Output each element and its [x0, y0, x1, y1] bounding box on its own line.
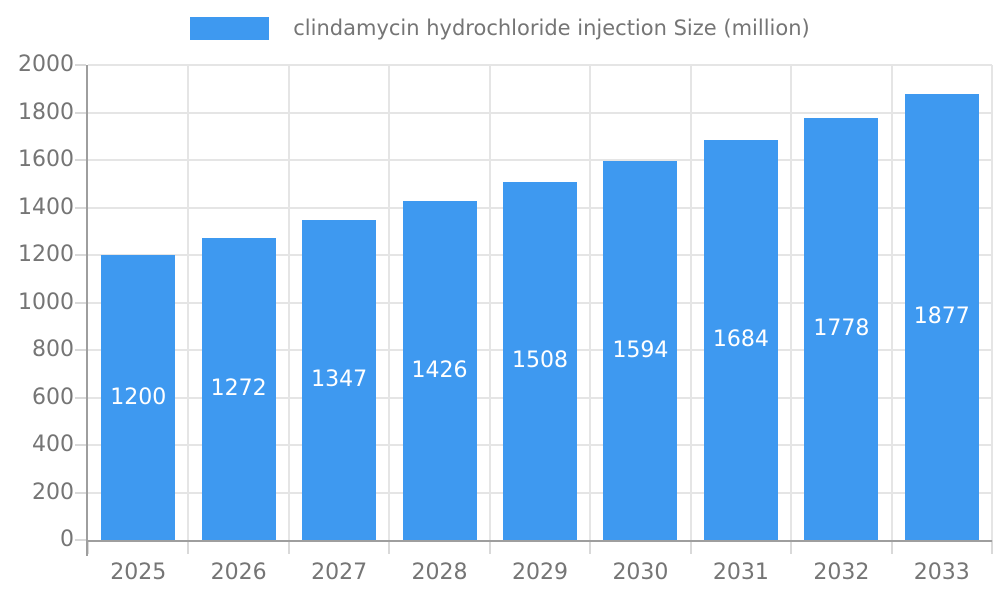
bar-value-label: 1347 — [311, 367, 368, 393]
bar — [402, 201, 477, 540]
y-tick-label: 200 — [32, 479, 74, 505]
x-tick — [991, 540, 993, 554]
x-tick-label: 2029 — [511, 560, 568, 585]
y-tick — [75, 349, 86, 351]
y-tick — [75, 254, 86, 256]
y-tick — [75, 444, 86, 446]
gridline-v — [388, 65, 391, 540]
bar-value-label: 1426 — [411, 357, 468, 383]
y-tick-label: 1600 — [18, 147, 74, 172]
y-tick — [75, 206, 86, 209]
gridline-v — [991, 65, 993, 540]
legend: clindamycin hydrochloride injection Size… — [0, 0, 1000, 56]
y-tick-label: 1000 — [18, 289, 74, 315]
plot-area: 1200 1272 1347 1426 1508 1594 1684 1778 1877 — [88, 64, 993, 540]
bar-value-label: 1200 — [110, 384, 167, 410]
y-tick — [75, 491, 86, 494]
y-tick-label: 400 — [32, 432, 74, 457]
bar — [201, 237, 276, 540]
bar-value-label: 1778 — [813, 315, 870, 341]
x-tick — [790, 540, 793, 554]
gridline-v — [488, 65, 491, 540]
gridline-v — [187, 65, 190, 540]
bar — [703, 140, 778, 540]
gridline-h — [88, 111, 992, 114]
y-tick — [75, 111, 86, 114]
x-tick — [589, 540, 592, 554]
gridline-h — [88, 159, 992, 161]
bar-value-label: 1594 — [612, 337, 669, 363]
x-tick — [488, 540, 491, 554]
bar-value-label: 1272 — [210, 375, 267, 401]
x-tick — [287, 540, 290, 554]
x-tick — [689, 540, 692, 554]
x-tick-label: 2033 — [913, 560, 970, 585]
x-tick-label: 2032 — [813, 560, 870, 585]
gridline-v — [689, 65, 692, 540]
y-tick-label: 1200 — [18, 242, 74, 267]
y-tick-label: 1400 — [18, 194, 74, 220]
gridline-v — [790, 65, 793, 540]
x-tick-label: 2025 — [110, 560, 167, 585]
bar-value-label: 1877 — [913, 304, 970, 330]
y-tick — [75, 539, 86, 541]
bar — [804, 117, 879, 540]
bar-value-label: 1684 — [712, 327, 769, 353]
x-tick-label: 2030 — [612, 560, 669, 585]
gridline-v — [287, 65, 290, 540]
bar — [603, 161, 678, 540]
bar — [503, 181, 577, 540]
x-tick-label: 2031 — [712, 560, 769, 585]
x-tick — [388, 540, 391, 554]
x-tick — [890, 540, 893, 554]
legend-label: clindamycin hydrochloride injection Size… — [293, 16, 810, 40]
y-tick-label: 2000 — [18, 52, 74, 77]
x-tick-label: 2026 — [210, 560, 267, 585]
y-tick — [75, 64, 86, 66]
x-tick-label: 2027 — [311, 560, 368, 585]
bar — [904, 94, 979, 540]
y-tick-label: 600 — [32, 384, 74, 410]
y-tick — [75, 396, 86, 399]
x-axis-line — [86, 540, 992, 542]
bar — [101, 255, 176, 540]
y-tick-label: 1800 — [18, 99, 74, 125]
legend-swatch — [190, 16, 270, 40]
bar — [302, 220, 377, 540]
y-tick — [75, 301, 86, 304]
y-tick — [75, 159, 86, 161]
gridline-v — [890, 65, 893, 540]
y-tick-label: 0 — [60, 527, 74, 552]
x-tick-label: 2028 — [411, 560, 468, 585]
gridline-h — [88, 64, 992, 66]
x-tick — [187, 540, 190, 554]
bar-value-label: 1508 — [512, 347, 568, 373]
y-tick-label: 800 — [32, 337, 74, 362]
y-axis-line — [86, 65, 88, 556]
gridline-v — [589, 65, 592, 540]
x-tick — [87, 540, 89, 554]
